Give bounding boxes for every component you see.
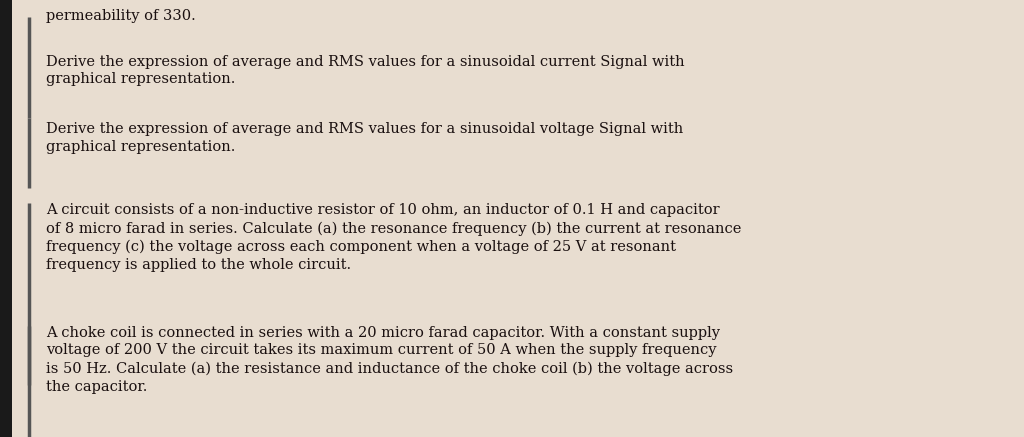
Text: Derive the expression of average and RMS values for a sinusoidal voltage Signal : Derive the expression of average and RMS… — [46, 122, 683, 154]
Text: A circuit consists of a non-inductive resistor of 10 ohm, an inductor of 0.1 H a: A circuit consists of a non-inductive re… — [46, 203, 741, 272]
Text: A choke coil is connected in series with a 20 micro farad capacitor. With a cons: A choke coil is connected in series with… — [46, 326, 733, 394]
Text: Derive the expression of average and RMS values for a sinusoidal current Signal : Derive the expression of average and RMS… — [46, 55, 685, 87]
Bar — [0, 0, 12, 437]
Text: permeability of 330.: permeability of 330. — [46, 9, 196, 23]
